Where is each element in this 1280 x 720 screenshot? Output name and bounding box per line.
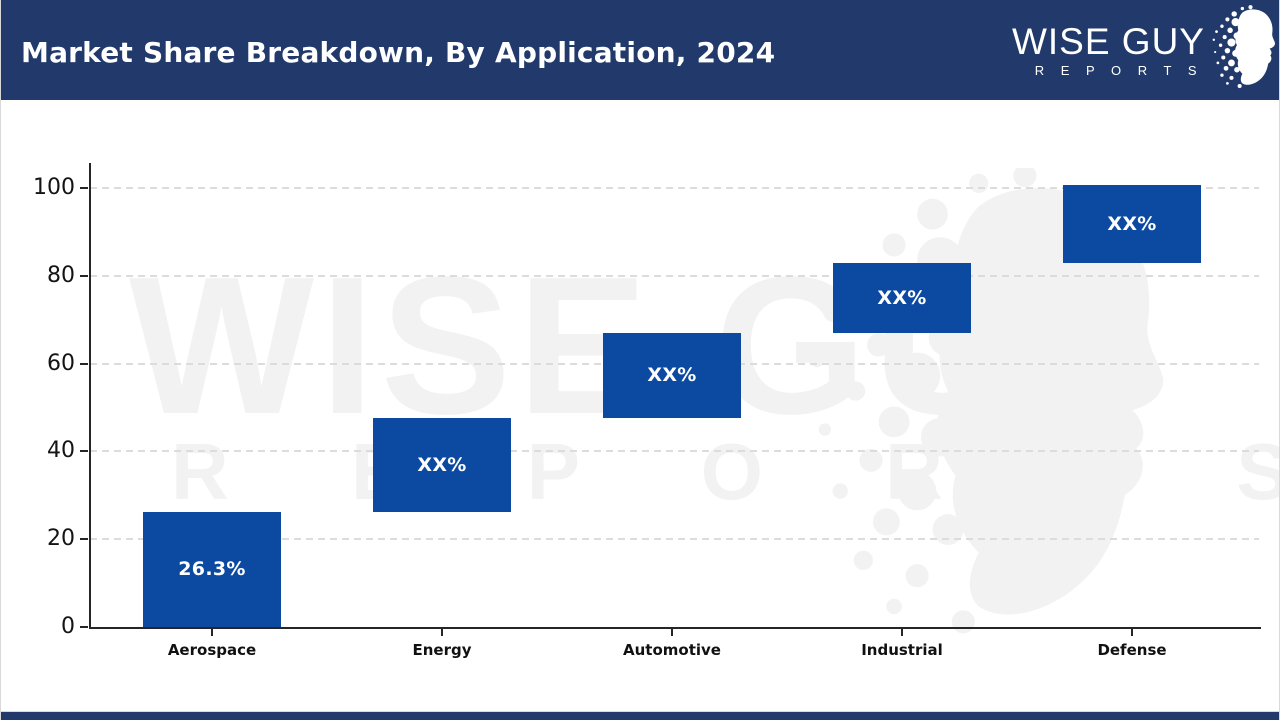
x-tick-aerospace [211, 629, 213, 636]
gridline-y-80 [90, 274, 1259, 277]
y-axis-spine [89, 163, 91, 629]
bar-defense: XX% [1063, 185, 1201, 263]
y-tick-60 [80, 362, 88, 365]
gridline-y-20 [90, 538, 1259, 541]
logo-text: WISE GUY R E P O R T S [1012, 23, 1205, 78]
x-tick-defense [1131, 629, 1133, 636]
plot-area: 0 20 40 60 80 100 26.3% Aerospace XX% Energy XX% Au… [1, 100, 1279, 712]
y-tick-0 [80, 626, 88, 628]
x-tick-label-aerospace: Aerospace [167, 641, 257, 659]
y-tick-20 [80, 538, 88, 541]
wise-guy-logo: WISE GUY R E P O R T S [1012, 4, 1275, 96]
gridline-y-100 [90, 187, 1259, 189]
bar-aerospace: 26.3% [143, 511, 281, 627]
y-tick-40 [80, 450, 88, 453]
y-tick-label-100: 100 [33, 175, 75, 200]
logo-wordmark: WISE GUY [1011, 20, 1205, 62]
bar-industrial: XX% [833, 262, 971, 333]
y-tick-100 [80, 187, 88, 189]
footer-band [1, 712, 1279, 720]
x-tick-label-energy: Energy [412, 641, 472, 659]
logo-subtext: R E P O R T S [1034, 62, 1203, 78]
footer-divider [1, 711, 1279, 712]
y-tick-80 [80, 274, 88, 277]
x-tick-label-automotive: Automotive [623, 641, 721, 659]
gridline-y-40 [90, 450, 1259, 453]
bar-automotive: XX% [603, 332, 741, 418]
x-axis-spine [89, 627, 1261, 629]
x-tick-label-defense: Defense [1097, 641, 1167, 659]
y-tick-label-80: 80 [47, 262, 75, 288]
bar-label-energy: XX% [417, 453, 467, 476]
chart-title: Market Share Breakdown, By Application, … [21, 36, 776, 69]
x-tick-label-industrial: Industrial [861, 641, 943, 659]
bar-energy: XX% [373, 417, 511, 512]
x-tick-industrial [901, 629, 903, 636]
y-tick-label-20: 20 [47, 526, 75, 552]
y-tick-label-40: 40 [47, 438, 75, 464]
header-band: Market Share Breakdown, By Application, … [1, 0, 1279, 100]
x-tick-energy [441, 629, 443, 636]
bar-label-automotive: XX% [647, 364, 697, 387]
bar-label-defense: XX% [1107, 212, 1157, 235]
x-tick-automotive [671, 629, 673, 636]
logo-face-dots-icon [1212, 5, 1275, 89]
bar-label-aerospace: 26.3% [178, 558, 246, 581]
y-tick-label-60: 60 [47, 350, 75, 376]
bar-label-industrial: XX% [877, 286, 927, 309]
y-tick-label-0: 0 [61, 614, 75, 639]
